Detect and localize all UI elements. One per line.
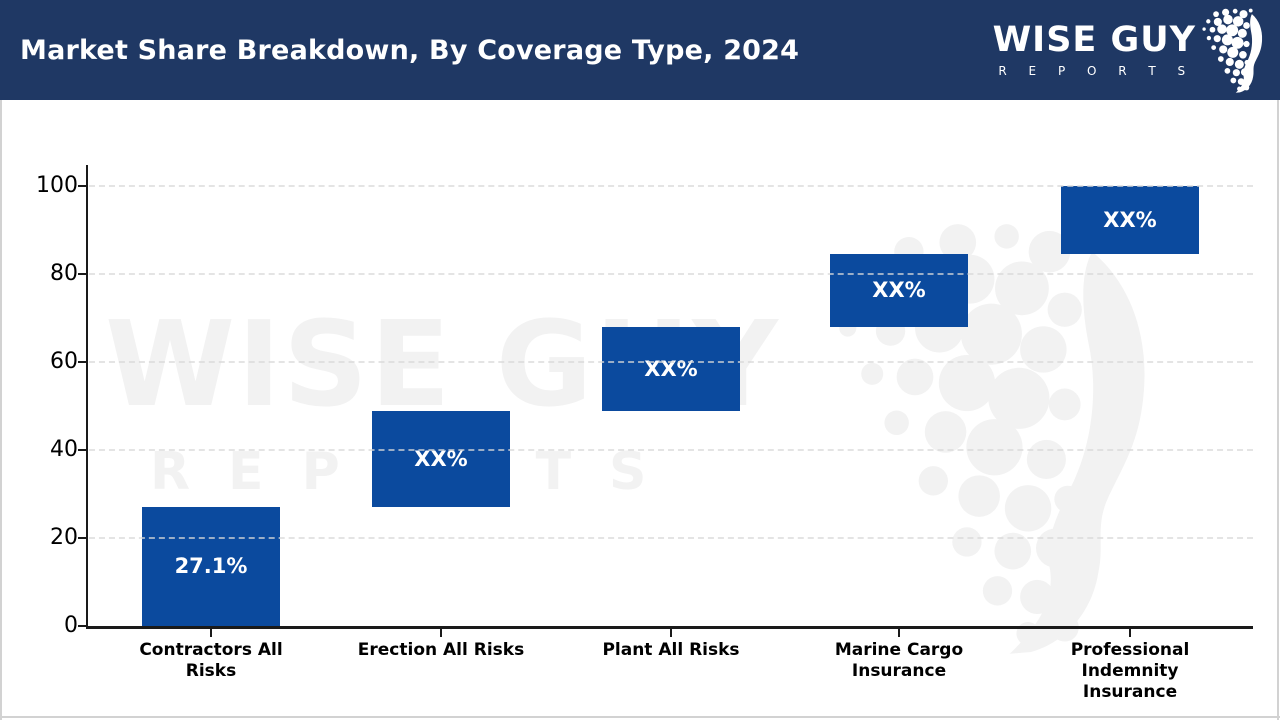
header-bar: Market Share Breakdown, By Coverage Type… bbox=[0, 0, 1280, 100]
gridline bbox=[89, 361, 1253, 363]
bar-value-label: XX% bbox=[1103, 208, 1157, 233]
bar-segment: 27.1% bbox=[142, 506, 280, 626]
x-tick-mark bbox=[670, 629, 672, 637]
y-tick-label: 80 bbox=[50, 261, 78, 286]
x-tick-mark bbox=[210, 629, 212, 637]
y-tick-label: 60 bbox=[50, 349, 78, 374]
bar-value-label: XX% bbox=[872, 278, 926, 303]
logo-brand-sub: R E P O R T S bbox=[998, 64, 1195, 78]
page-border-left bbox=[0, 100, 2, 720]
x-category-label: Plant All Risks bbox=[602, 640, 740, 660]
x-category-label: Erection All Risks bbox=[357, 640, 525, 660]
x-category-label: Contractors All Risks bbox=[139, 640, 283, 681]
y-tick-label: 20 bbox=[50, 525, 78, 550]
y-axis-line bbox=[86, 165, 88, 629]
x-tick-mark bbox=[898, 629, 900, 637]
bar-segment: XX% bbox=[372, 410, 510, 507]
x-tick-mark bbox=[440, 629, 442, 637]
logo-brand-name: WISE GUY bbox=[992, 20, 1196, 60]
x-tick-mark bbox=[1129, 629, 1131, 637]
wise-guy-reports-logo: WISE GUY R E P O R T S bbox=[993, 7, 1280, 93]
y-tick-label: 0 bbox=[64, 613, 78, 638]
gridline bbox=[89, 537, 1253, 539]
y-tick-mark bbox=[78, 625, 86, 627]
y-tick-mark bbox=[78, 185, 86, 187]
chart-title: Market Share Breakdown, By Coverage Type… bbox=[20, 34, 800, 66]
y-tick-mark bbox=[78, 361, 86, 363]
x-category-label: Marine Cargo Insurance bbox=[834, 640, 964, 681]
x-axis-line bbox=[86, 626, 1253, 629]
gridline bbox=[89, 273, 1253, 275]
gridline bbox=[89, 449, 1253, 451]
dotted-head-logo-icon bbox=[1192, 7, 1264, 93]
page-border-right bbox=[1277, 100, 1279, 720]
y-tick-label: 40 bbox=[50, 437, 78, 462]
bar-value-label: XX% bbox=[644, 356, 698, 381]
y-tick-label: 100 bbox=[36, 173, 78, 198]
y-tick-mark bbox=[78, 273, 86, 275]
logo-text: WISE GUY R E P O R T S bbox=[992, 20, 1196, 78]
bar-segment: XX% bbox=[830, 254, 968, 327]
bar-segment: XX% bbox=[1061, 186, 1199, 255]
bar-segment: XX% bbox=[602, 326, 740, 411]
y-tick-mark bbox=[78, 449, 86, 451]
bar-value-label: 27.1% bbox=[174, 554, 248, 579]
gridline bbox=[89, 185, 1253, 187]
page-border-bottom bbox=[0, 716, 1280, 718]
y-tick-mark bbox=[78, 537, 86, 539]
x-category-label: Professional Indemnity Insurance bbox=[1070, 640, 1190, 702]
